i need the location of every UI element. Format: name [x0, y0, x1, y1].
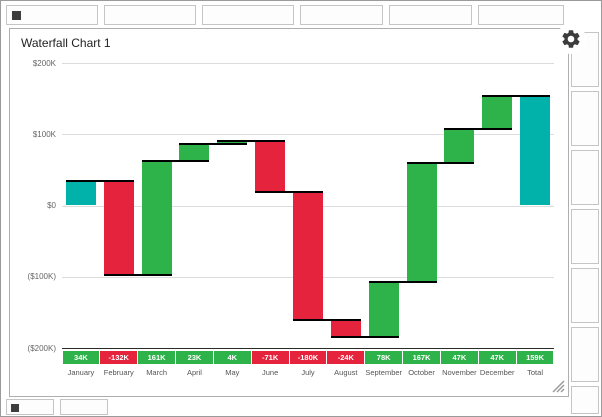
category-label: May — [225, 368, 240, 377]
gridline — [62, 134, 554, 136]
waterfall-bar-june[interactable] — [255, 141, 286, 192]
value-label: 167K — [403, 351, 440, 364]
connector-line — [255, 190, 323, 193]
resize-grip-icon — [552, 380, 565, 393]
side-panel-slot-6[interactable] — [571, 327, 599, 382]
waterfall-bar-may[interactable] — [217, 141, 248, 145]
connector-line — [406, 161, 475, 164]
y-axis-tick-label: ($100K) — [27, 272, 56, 282]
app-icon — [12, 11, 21, 20]
connector-line — [293, 319, 361, 322]
toolbar-slot-6[interactable] — [478, 5, 564, 25]
connector-line — [65, 180, 134, 183]
waterfall-bar-september[interactable] — [368, 281, 399, 338]
waterfall-bar-october[interactable] — [406, 162, 437, 282]
gridline — [62, 348, 554, 349]
value-label: -24K — [327, 351, 365, 364]
value-label: 23K — [176, 351, 213, 364]
toolbar-slot-4[interactable] — [300, 5, 383, 25]
waterfall-bar-november[interactable] — [444, 129, 475, 163]
side-panel-slot-2[interactable] — [571, 91, 599, 146]
category-label: December — [479, 368, 515, 377]
value-label: 159K — [516, 351, 554, 364]
value-label: 78K — [365, 351, 403, 364]
bottom-slot-2[interactable] — [60, 399, 108, 415]
waterfall-bar-december[interactable] — [482, 95, 513, 130]
category-label: October — [408, 368, 435, 377]
connector-line — [520, 94, 551, 97]
app-icon — [11, 404, 19, 412]
waterfall-bar-april[interactable] — [179, 144, 210, 161]
gridline — [62, 63, 554, 64]
category-label: November — [442, 368, 477, 377]
connector-line — [217, 140, 286, 143]
connector-line — [179, 143, 248, 146]
resize-handle[interactable] — [552, 380, 565, 393]
waterfall-bar-july[interactable] — [293, 191, 323, 321]
category-label: March — [146, 368, 168, 377]
side-panel-slot-3[interactable] — [571, 150, 599, 205]
waterfall-bar-march[interactable] — [141, 160, 172, 276]
category-label: January — [67, 368, 95, 377]
connector-line — [330, 336, 399, 339]
side-panel-slot-7[interactable] — [571, 386, 599, 414]
waterfall-bar-august[interactable] — [330, 320, 361, 338]
value-label: -71K — [251, 351, 289, 364]
toolbar-slot-3[interactable] — [202, 5, 294, 25]
value-label: -180K — [289, 351, 327, 364]
category-label: February — [103, 368, 134, 377]
y-axis-tick-label: ($200K) — [27, 343, 56, 353]
value-label: 34K — [62, 351, 100, 364]
category-label: Total — [527, 368, 543, 377]
category-label: July — [301, 368, 315, 377]
category-label: June — [262, 368, 279, 377]
bottom-slot-1[interactable] — [6, 399, 54, 415]
category-label: August — [334, 368, 358, 377]
toolbar-slot-5[interactable] — [389, 5, 472, 25]
value-label: 47K — [440, 351, 478, 364]
settings-button[interactable] — [556, 24, 586, 54]
value-label: 161K — [138, 351, 176, 364]
panel-title: Waterfall Chart 1 — [21, 36, 111, 50]
value-label: -132K — [100, 351, 138, 364]
value-label: 47K — [478, 351, 516, 364]
waterfall-chart: $200K $100K $0 ($100K) ($200K) 34K January -132… — [10, 29, 568, 396]
connector-line — [368, 280, 437, 283]
category-label: April — [186, 368, 202, 377]
connector-line — [103, 274, 172, 277]
toolbar-slot-1[interactable] — [6, 5, 98, 25]
y-axis-tick-label: $0 — [47, 201, 56, 210]
connector-line — [444, 128, 513, 131]
waterfall-chart-panel: Waterfall Chart 1 $200K $100K $0 ($100K) ($2… — [9, 24, 586, 397]
toolbar-slot-2[interactable] — [104, 5, 196, 25]
category-label: September — [365, 368, 403, 377]
waterfall-bar-february[interactable] — [103, 181, 134, 276]
connector-line — [141, 159, 210, 162]
value-label: 4K — [213, 351, 251, 364]
y-axis-tick-label: $100K — [32, 129, 56, 139]
gear-icon — [562, 30, 580, 48]
connector-line — [482, 94, 551, 97]
side-panel-slot-5[interactable] — [571, 268, 599, 323]
side-panel-slot-4[interactable] — [571, 209, 599, 264]
y-axis-tick-label: $200K — [32, 58, 56, 68]
waterfall-bar-january[interactable] — [65, 181, 96, 206]
waterfall-bar-total[interactable] — [520, 95, 551, 206]
